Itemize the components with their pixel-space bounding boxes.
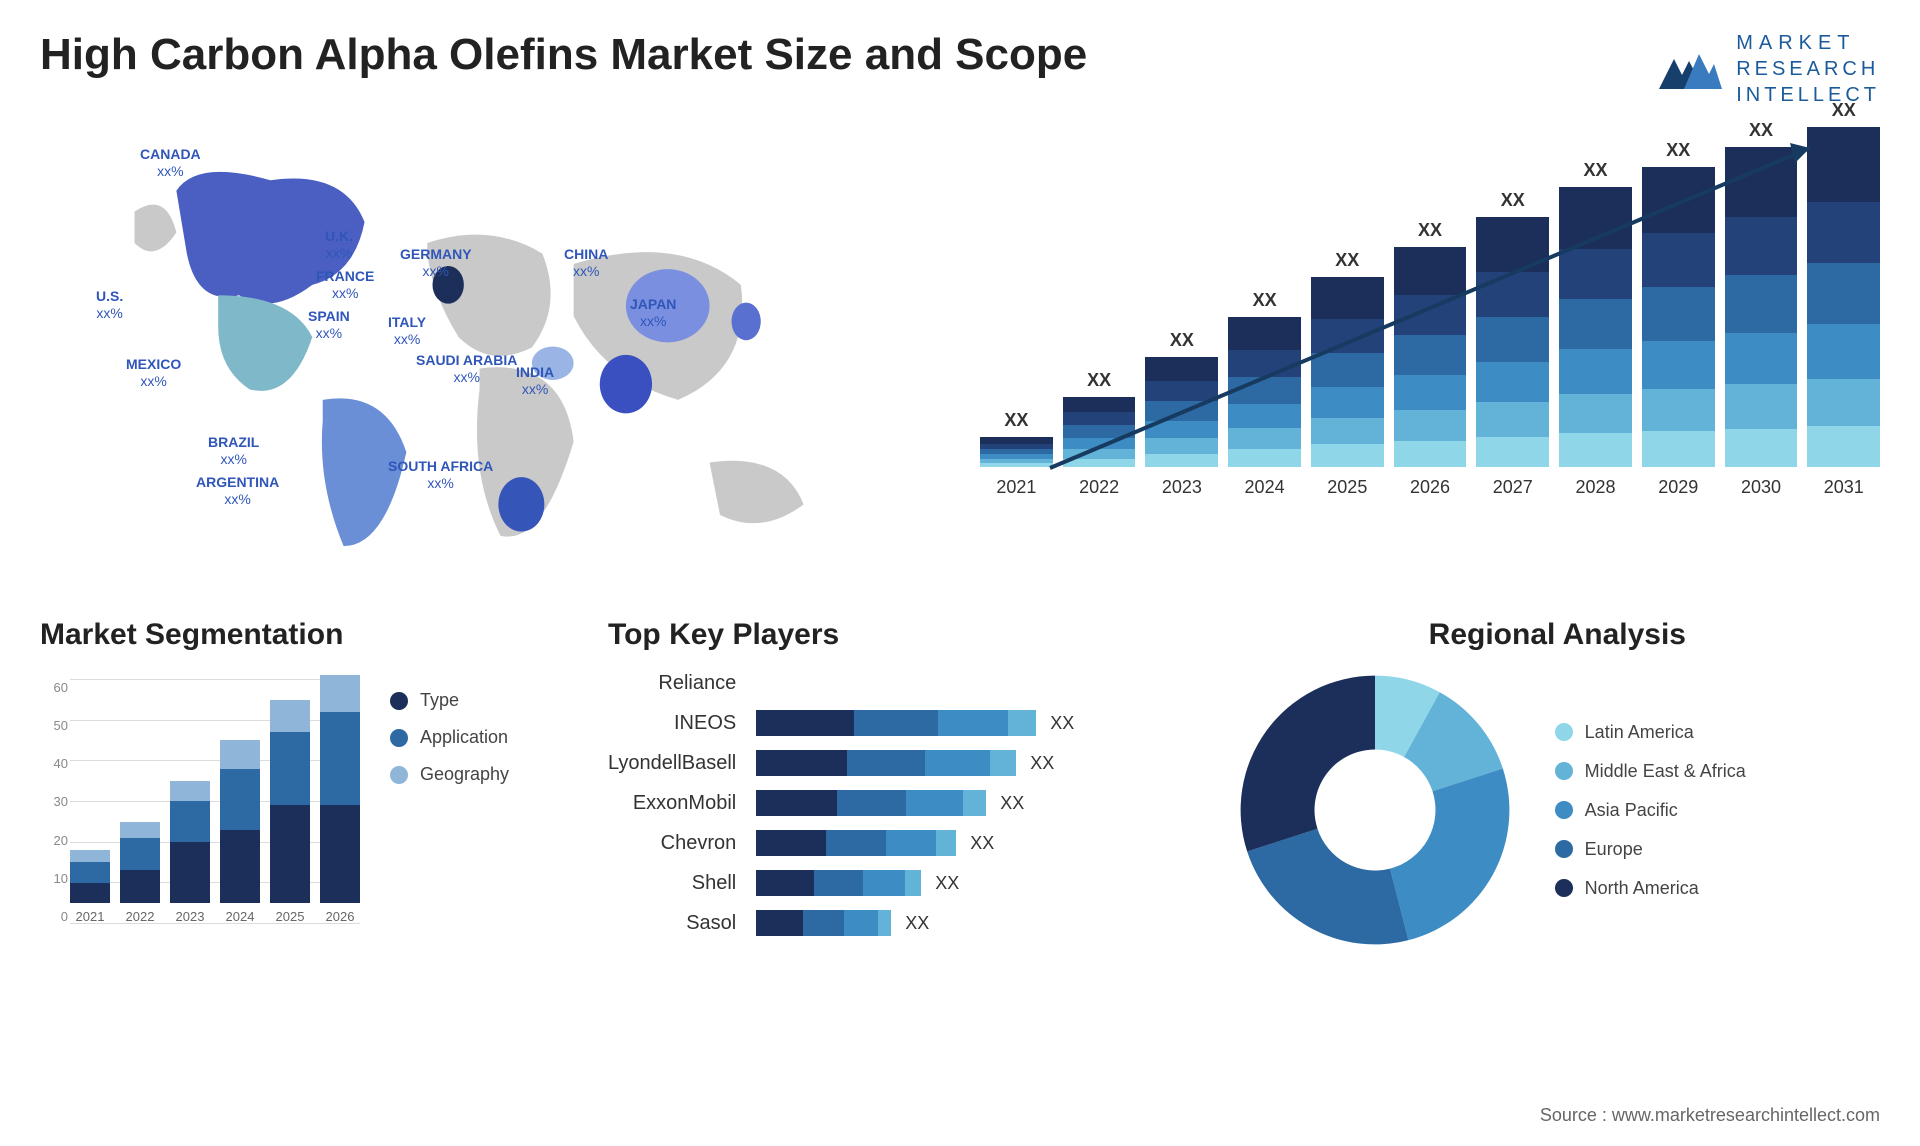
kp-label-chevron: Chevron xyxy=(608,830,736,856)
map-label-mexico: MEXICOxx% xyxy=(126,356,181,390)
growth-bar-2025: XX2025 xyxy=(1311,250,1384,498)
key-players-section: Top Key Players Reliance INEOS LyondellBas… xyxy=(608,618,1195,950)
growth-bar-2031: XX2031 xyxy=(1807,100,1880,498)
growth-bar-2030: XX2030 xyxy=(1725,120,1798,498)
growth-bar-2029: XX2029 xyxy=(1642,140,1715,498)
map-label-saudi-arabia: SAUDI ARABIAxx% xyxy=(416,352,517,386)
reg-legend-north-america: North America xyxy=(1555,878,1746,899)
seg-legend-geography: Geography xyxy=(390,764,509,785)
reg-legend-latin-america: Latin America xyxy=(1555,722,1746,743)
kp-label-reliance: Reliance xyxy=(608,670,736,696)
seg-bar-2023: 2023 xyxy=(170,781,210,924)
seg-bar-2025: 2025 xyxy=(270,700,310,924)
growth-bar-2028: XX2028 xyxy=(1559,160,1632,498)
kp-label-shell: Shell xyxy=(608,870,736,896)
page-title: High Carbon Alpha Olefins Market Size an… xyxy=(40,30,1087,80)
segmentation-section: Market Segmentation 6050403020100 202120… xyxy=(40,618,568,950)
donut-slice-asia-pacific xyxy=(1390,768,1509,940)
map-label-germany: GERMANYxx% xyxy=(400,246,472,280)
kp-label-exxonmobil: ExxonMobil xyxy=(608,790,736,816)
header: High Carbon Alpha Olefins Market Size an… xyxy=(40,30,1880,108)
seg-legend-application: Application xyxy=(390,727,509,748)
reg-legend-europe: Europe xyxy=(1555,839,1746,860)
key-player-bars: XX XX XX XX XX XX xyxy=(756,670,1194,936)
map-label-france: FRANCExx% xyxy=(316,268,374,302)
map-label-brazil: BRAZILxx% xyxy=(208,434,259,468)
growth-bar-2024: XX2024 xyxy=(1228,290,1301,498)
growth-bar-2022: XX2022 xyxy=(1063,370,1136,498)
donut-slice-north-america xyxy=(1240,676,1374,852)
growth-bar-2023: XX2023 xyxy=(1145,330,1218,498)
segmentation-title: Market Segmentation xyxy=(40,618,568,652)
map-label-argentina: ARGENTINAxx% xyxy=(196,474,279,508)
growth-bar-2026: XX2026 xyxy=(1394,220,1467,498)
map-label-india: INDIAxx% xyxy=(516,364,554,398)
kp-bar-chevron: XX xyxy=(756,830,1194,856)
regional-donut-chart xyxy=(1235,670,1515,950)
growth-bar-2027: XX2027 xyxy=(1476,190,1549,498)
map-label-u.k.: U.K.xx% xyxy=(325,228,353,262)
kp-label-ineos: INEOS xyxy=(608,710,736,736)
regional-legend: Latin America Middle East & Africa Asia Pa… xyxy=(1555,722,1746,899)
logo-text: MARKET RESEARCH INTELLECT xyxy=(1736,30,1880,108)
seg-bar-2021: 2021 xyxy=(70,850,110,924)
kp-label-sasol: Sasol xyxy=(608,910,736,936)
segmentation-chart: 6050403020100 202120222023202420252026 xyxy=(40,670,360,950)
world-map-panel: CANADAxx% U.S.xx% MEXICOxx% BRAZILxx% ARGENT… xyxy=(40,128,940,588)
map-label-south-africa: SOUTH AFRICAxx% xyxy=(388,458,493,492)
kp-bar-shell: XX xyxy=(756,870,1194,896)
kp-bar-lyondellbasell: XX xyxy=(756,750,1194,776)
brand-logo: MARKET RESEARCH INTELLECT xyxy=(1654,30,1880,108)
growth-bar-2021: XX2021 xyxy=(980,410,1053,498)
regional-section: Regional Analysis Latin America Middle Ea… xyxy=(1235,618,1880,950)
bottom-row: Market Segmentation 6050403020100 202120… xyxy=(40,618,1880,950)
map-label-italy: ITALYxx% xyxy=(388,314,426,348)
key-player-labels: Reliance INEOS LyondellBasell ExxonMobil Che… xyxy=(608,670,736,936)
reg-legend-middle-east-africa: Middle East & Africa xyxy=(1555,761,1746,782)
seg-bar-2022: 2022 xyxy=(120,822,160,924)
segmentation-legend: Type Application Geography xyxy=(390,670,509,950)
logo-icon xyxy=(1654,39,1724,99)
donut-slice-europe xyxy=(1247,829,1408,945)
key-players-title: Top Key Players xyxy=(608,618,1195,652)
seg-bar-2026: 2026 xyxy=(320,675,360,924)
map-label-china: CHINAxx% xyxy=(564,246,608,280)
seg-legend-type: Type xyxy=(390,690,509,711)
reg-legend-asia-pacific: Asia Pacific xyxy=(1555,800,1746,821)
regional-title: Regional Analysis xyxy=(1235,618,1880,652)
map-label-canada: CANADAxx% xyxy=(140,146,201,180)
footer-source: Source : www.marketresearchintellect.com xyxy=(1540,1105,1880,1126)
map-label-spain: SPAINxx% xyxy=(308,308,350,342)
kp-bar-sasol: XX xyxy=(756,910,1194,936)
seg-bar-2024: 2024 xyxy=(220,740,260,924)
kp-label-lyondellbasell: LyondellBasell xyxy=(608,750,736,776)
map-label-japan: JAPANxx% xyxy=(630,296,676,330)
growth-chart-panel: XX2021XX2022XX2023XX2024XX2025XX2026XX20… xyxy=(980,128,1880,588)
kp-bar-exxonmobil: XX xyxy=(756,790,1194,816)
map-svg: CANADAxx% U.S.xx% MEXICOxx% BRAZILxx% ARGENT… xyxy=(40,128,940,588)
kp-bar-ineos: XX xyxy=(756,710,1194,736)
growth-chart: XX2021XX2022XX2023XX2024XX2025XX2026XX20… xyxy=(980,138,1880,588)
top-row: CANADAxx% U.S.xx% MEXICOxx% BRAZILxx% ARGENT… xyxy=(40,128,1880,588)
map-label-u.s.: U.S.xx% xyxy=(96,288,123,322)
